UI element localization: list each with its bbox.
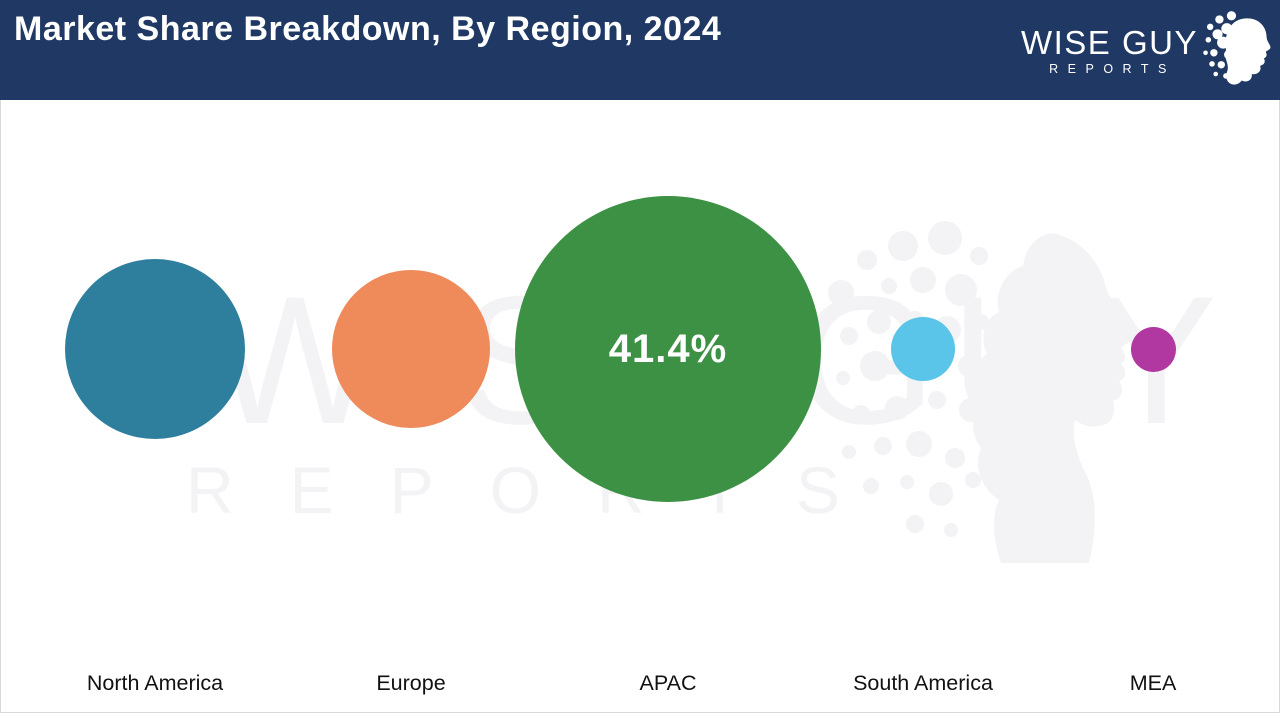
category-label-north-america: North America — [86, 671, 224, 695]
bubble-mea — [1130, 326, 1176, 372]
bubble-apac: 41.4% — [515, 196, 821, 502]
logo-subtitle: REPORTS — [1049, 61, 1176, 76]
category-label-mea: MEA — [1129, 671, 1177, 695]
bubble-chart: 41.4% — [1, 100, 1279, 712]
bubble-south-america — [891, 317, 955, 381]
category-label-apac: APAC — [639, 671, 697, 695]
category-labels: North America Europe APAC South America MEA — [1, 100, 1279, 712]
bubble-value-label: 41.4% — [608, 326, 728, 371]
category-label-south-america: South America — [853, 671, 993, 695]
chart-area: WISE GUY REPORTS 41.4% North AmericaEuro… — [0, 100, 1280, 713]
wise-guy-logo: WISE GUY REPORTS — [1021, 10, 1274, 90]
bubble-europe — [332, 270, 490, 428]
header-bar: Market Share Breakdown, By Region, 2024 … — [0, 0, 1280, 100]
category-label-europe: Europe — [376, 671, 446, 695]
page-title: Market Share Breakdown, By Region, 2024 — [14, 10, 722, 48]
logo-wordmark: WISE GUY — [1020, 23, 1198, 61]
bubble-north-america — [65, 259, 245, 439]
logo-text: WISE GUY REPORTS — [1020, 23, 1198, 76]
logo-head-icon — [1203, 11, 1271, 85]
watermark-head-icon — [828, 221, 1134, 563]
